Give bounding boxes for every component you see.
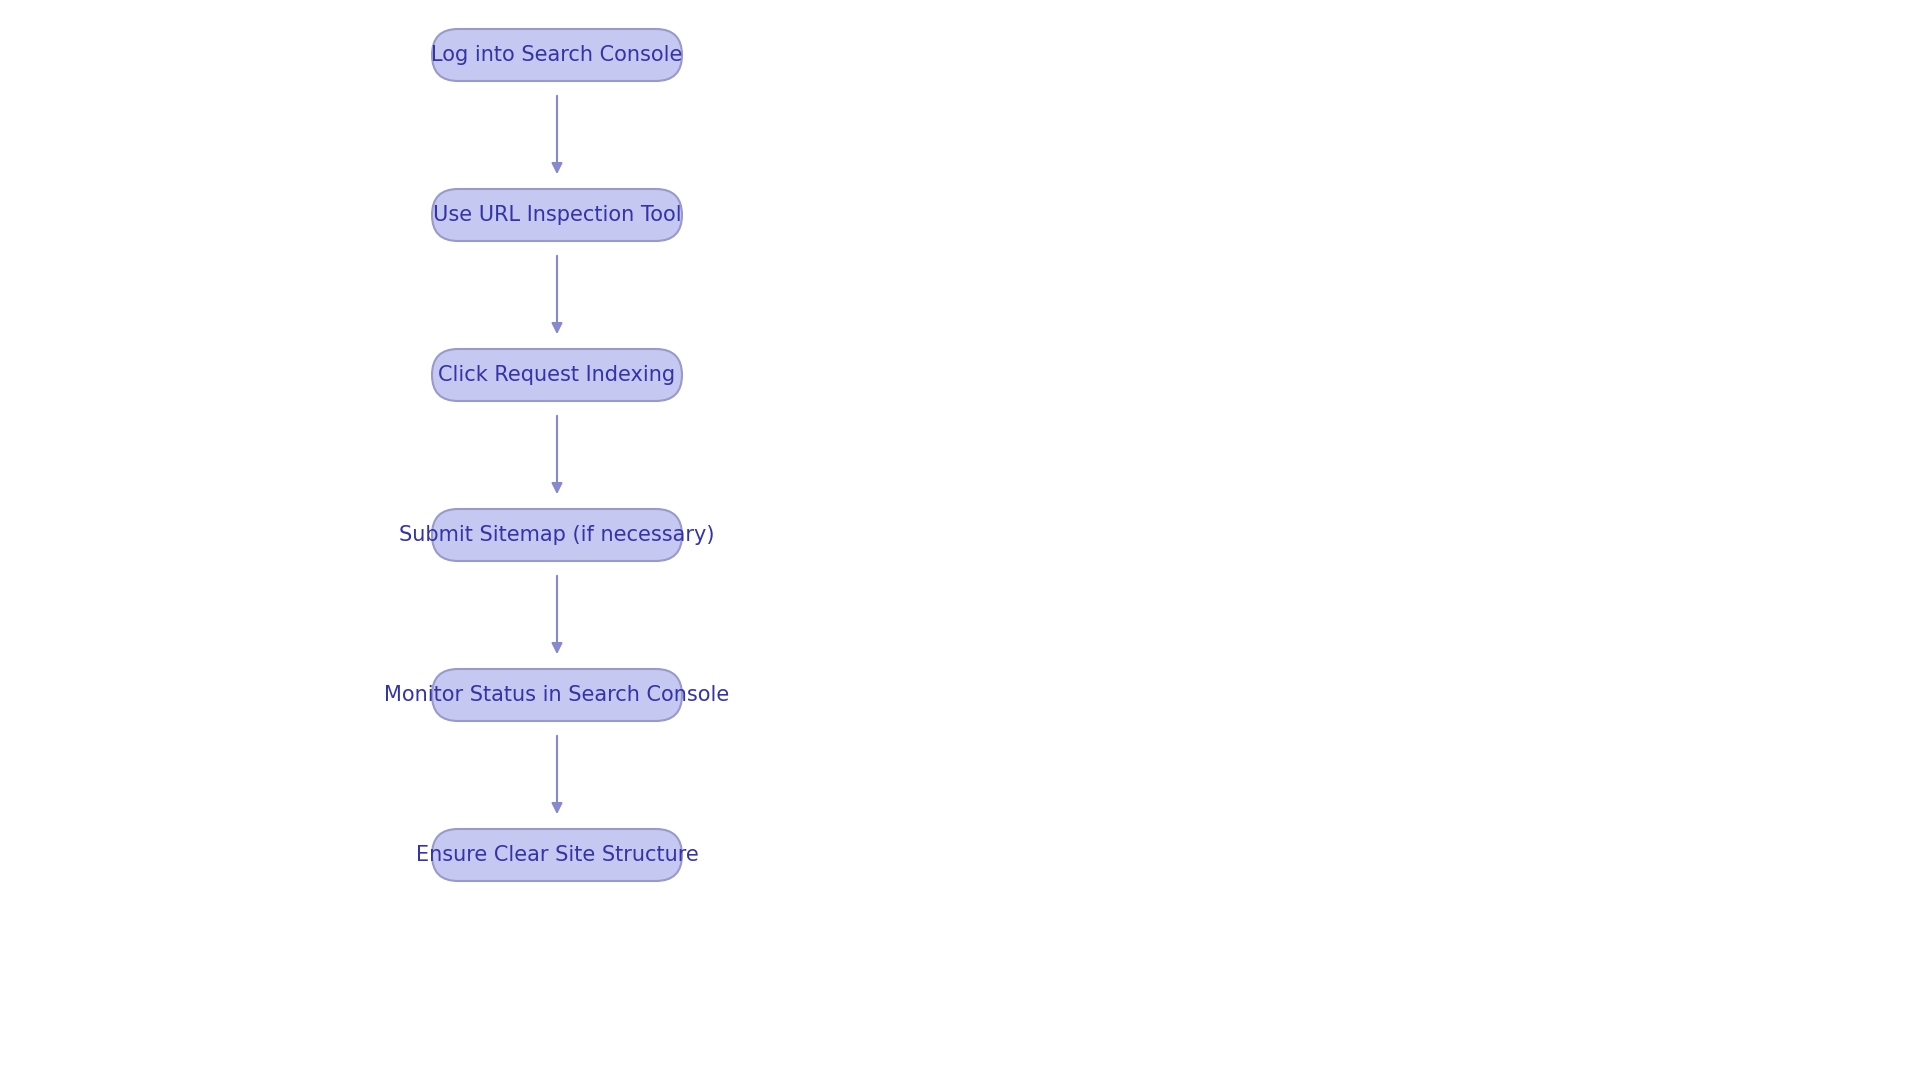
- FancyBboxPatch shape: [432, 29, 682, 81]
- FancyBboxPatch shape: [432, 509, 682, 561]
- FancyBboxPatch shape: [432, 828, 682, 880]
- FancyBboxPatch shape: [432, 349, 682, 401]
- Text: Use URL Inspection Tool: Use URL Inspection Tool: [432, 205, 682, 225]
- Text: Monitor Status in Search Console: Monitor Status in Search Console: [384, 686, 730, 705]
- Text: Click Request Indexing: Click Request Indexing: [438, 365, 676, 384]
- Text: Ensure Clear Site Structure: Ensure Clear Site Structure: [415, 845, 699, 865]
- Text: Log into Search Console: Log into Search Console: [432, 45, 684, 65]
- FancyBboxPatch shape: [432, 190, 682, 242]
- Text: Submit Sitemap (if necessary): Submit Sitemap (if necessary): [399, 525, 714, 545]
- FancyBboxPatch shape: [432, 669, 682, 721]
